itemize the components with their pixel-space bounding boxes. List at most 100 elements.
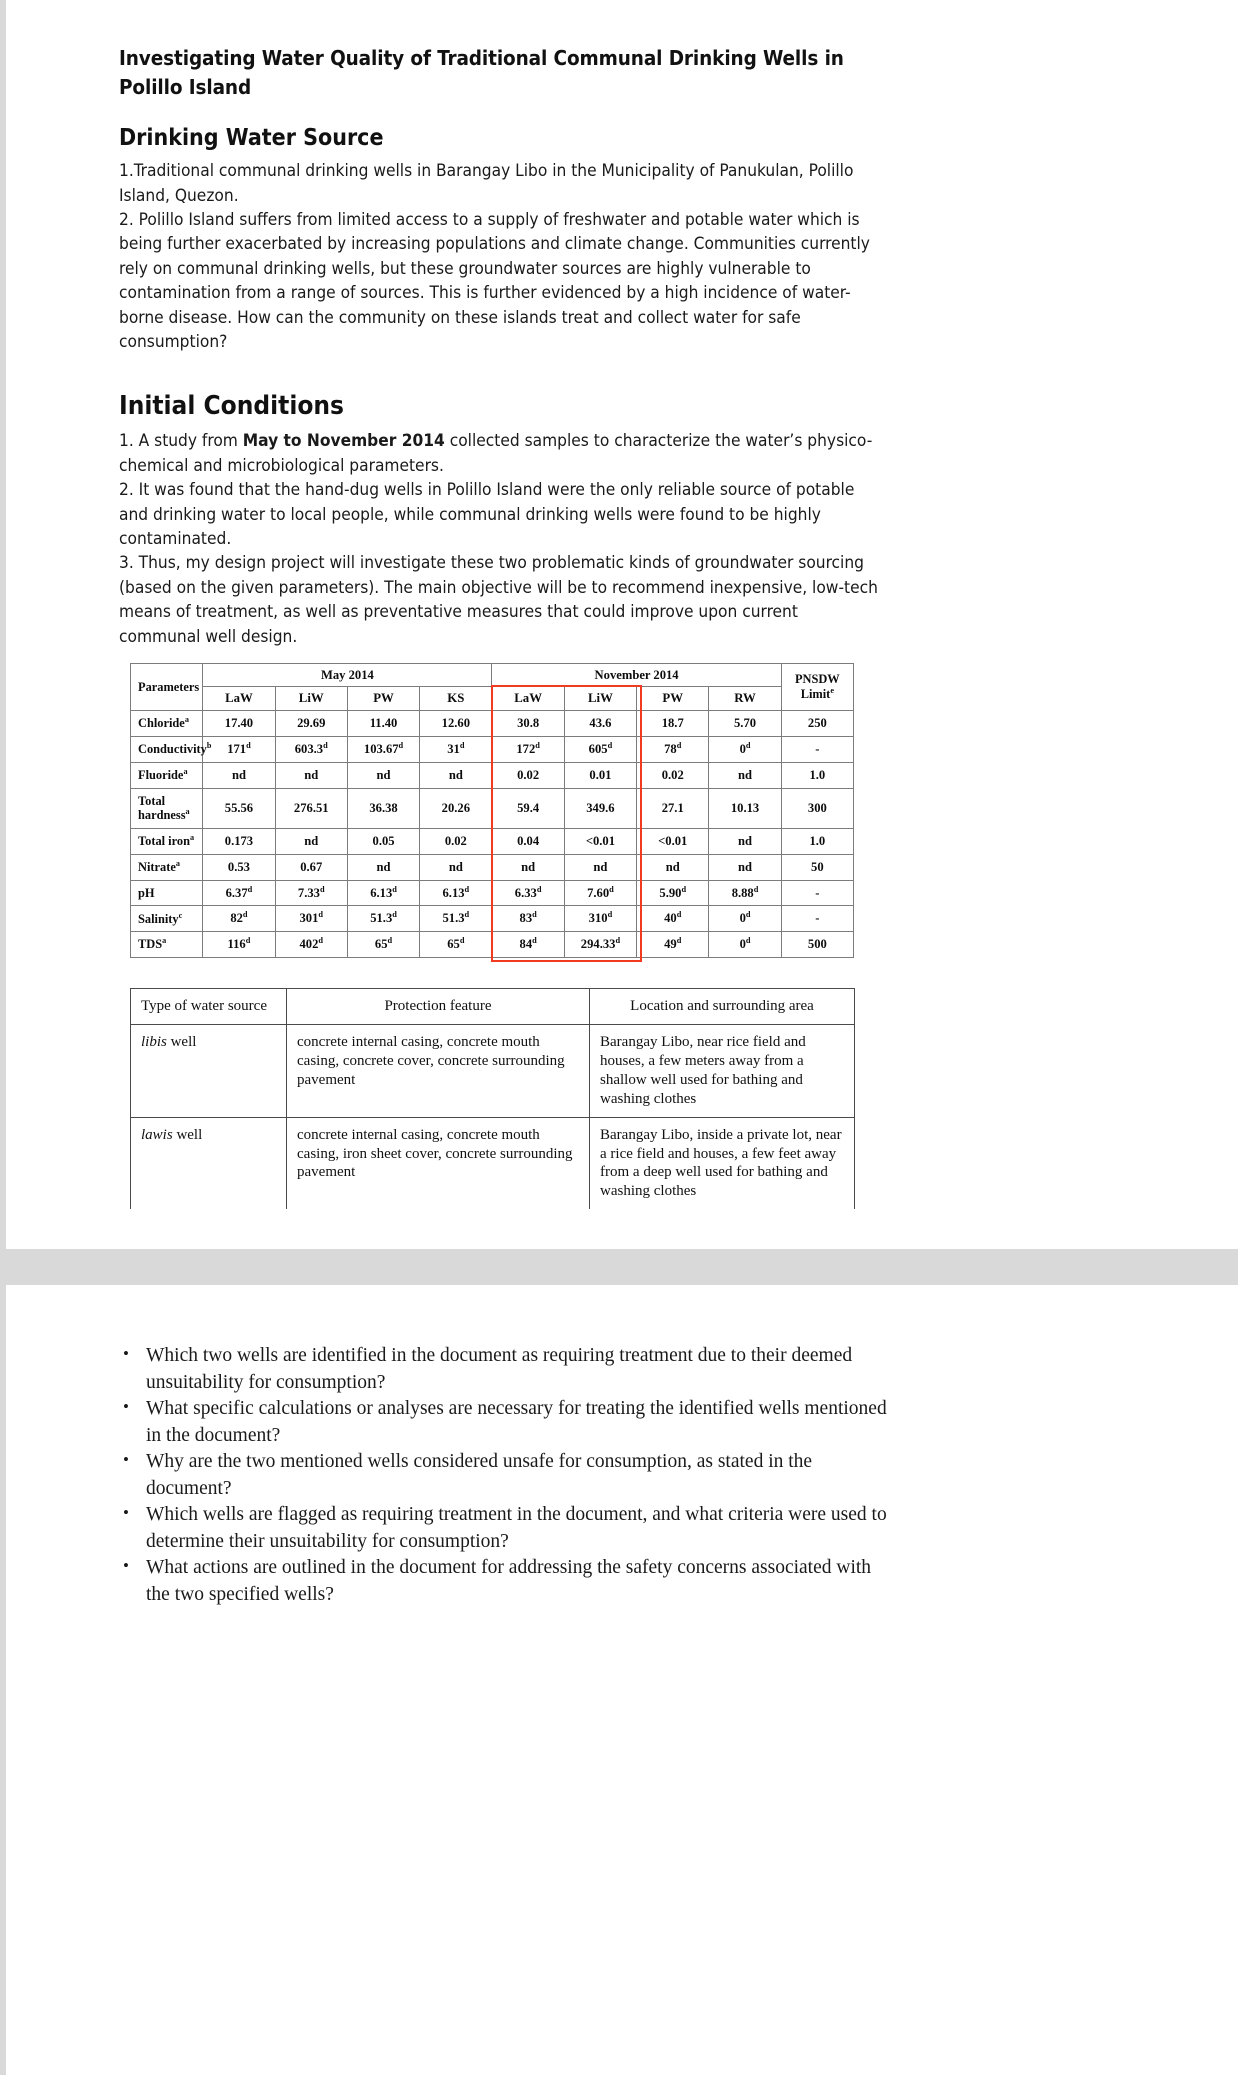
pnsdw-limit-line2: Limit xyxy=(800,687,831,702)
params-sub-header-0: LaW xyxy=(202,685,276,712)
question-text: What specific calculations or analyses a… xyxy=(146,1398,887,1446)
source-type: lawis well xyxy=(130,1116,287,1210)
table-row: Nitratea 0.53 0.67 nd nd nd nd nd nd 50 xyxy=(129,853,855,881)
cell-footnote-mark: d xyxy=(745,910,751,920)
table-row: libis well concrete internal casing, conc… xyxy=(130,1024,855,1118)
bullet-icon: • xyxy=(123,1397,129,1417)
paragraph-initial-1: 1. A study from May to November 2014 col… xyxy=(119,431,873,476)
cell-LaW-0: nd xyxy=(202,761,276,789)
params-table-head: Parameters May 2014 November 2014 PNSDW … xyxy=(129,663,855,712)
bullet-icon: • xyxy=(123,1556,129,1576)
cell-PW-6: 27.1 xyxy=(636,787,710,829)
cell-LiW-5: 349.6 xyxy=(563,787,638,829)
cell-footnote-mark: d xyxy=(676,910,682,920)
cell-pnsdw-limit: 250 xyxy=(780,710,855,737)
cell-LiW-5: 310d xyxy=(563,905,638,933)
cell-LiW-5: nd xyxy=(563,853,638,881)
pnsdw-limit-line1: PNSDW xyxy=(794,672,840,687)
cell-footnote-mark: d xyxy=(676,936,682,946)
cell-PW-2: 65d xyxy=(346,931,421,959)
cell-footnote-mark: d xyxy=(464,884,470,894)
cell-LaW-4: 6.33d xyxy=(491,879,565,907)
cell-pnsdw-limit: - xyxy=(780,879,855,907)
cell-KS-3: 65d xyxy=(419,931,493,959)
source-header-protection: Protection feature xyxy=(286,988,590,1026)
parameter-name: Total hardnessa xyxy=(129,787,204,829)
water-parameters-table: Parameters May 2014 November 2014 PNSDW … xyxy=(129,663,855,959)
cell-RW-7: nd xyxy=(708,827,782,855)
source-location: Barangay Libo, inside a private lot, nea… xyxy=(589,1116,855,1210)
source-type: libis well xyxy=(130,1024,287,1118)
params-sub-header-4: LaW xyxy=(491,685,565,712)
parameter-name: Fluoridea xyxy=(129,761,204,789)
source-protection-feature: concrete internal casing, concrete mouth… xyxy=(286,1116,590,1210)
cell-LiW-5: 605d xyxy=(563,735,638,763)
cell-LaW-0: 82d xyxy=(202,905,276,933)
source-header-location: Location and surrounding area xyxy=(589,988,855,1026)
group-header-november: November 2014 xyxy=(491,663,782,687)
cell-footnote-mark: d xyxy=(607,740,613,750)
section-heading-initial-conditions: Initial Conditions xyxy=(119,391,344,422)
question-item: • What specific calculations or analyses … xyxy=(119,1396,889,1449)
source-table-head: Type of water source Protection feature … xyxy=(130,988,855,1026)
params-sub-header-7: RW xyxy=(708,685,782,712)
cell-footnote-mark: d xyxy=(392,910,397,920)
cell-LiW-5: 294.33d xyxy=(563,931,638,959)
cell-footnote-mark: d xyxy=(398,740,404,750)
cell-PW-2: 36.38 xyxy=(346,787,421,829)
paragraph-initial-3: 3. Thus, my design project will investig… xyxy=(119,553,878,647)
document-page-2: • Which two wells are identified in the d… xyxy=(0,1285,1238,2075)
cell-LaW-4: 59.4 xyxy=(491,787,565,829)
pnsdw-limit-sup: e xyxy=(830,685,834,695)
cell-pnsdw-limit: - xyxy=(780,735,855,763)
cell-footnote-mark: d xyxy=(459,740,465,750)
page-title: Investigating Water Quality of Tradition… xyxy=(119,46,844,100)
cell-footnote-mark: d xyxy=(536,884,542,894)
cell-PW-6: 18.7 xyxy=(636,710,710,737)
table-row: Conductivityb 171d 603.3d 103.67d 31d 172d 605… xyxy=(129,735,855,763)
cell-footnote-mark: d xyxy=(745,740,751,750)
cell-pnsdw-limit: - xyxy=(780,905,855,933)
parameter-footnote-mark: a xyxy=(175,858,180,868)
source-table-body: libis well concrete internal casing, conc… xyxy=(130,1024,855,1210)
cell-PW-6: nd xyxy=(636,853,710,881)
question-text: Why are the two mentioned wells consider… xyxy=(146,1451,813,1499)
cell-pnsdw-limit: 1.0 xyxy=(780,761,855,789)
cell-RW-7: nd xyxy=(708,853,782,881)
group-header-may: May 2014 xyxy=(202,663,493,687)
cell-LiW-1: 29.69 xyxy=(274,710,348,737)
cell-footnote-mark: d xyxy=(242,910,248,920)
cell-LaW-4: 0.04 xyxy=(491,827,565,855)
source-protection-feature: concrete internal casing, concrete mouth… xyxy=(286,1024,590,1118)
question-item: • Why are the two mentioned wells conside… xyxy=(119,1449,889,1502)
parameter-footnote-mark: a xyxy=(162,936,167,946)
cell-LaW-0: 55.56 xyxy=(202,787,276,829)
question-item: • Which wells are flagged as requiring tr… xyxy=(119,1502,889,1555)
cell-PW-2: 103.67d xyxy=(346,735,421,763)
cell-footnote-mark: d xyxy=(246,740,251,750)
page-separator xyxy=(0,1249,1238,1286)
cell-LaW-4: 30.8 xyxy=(491,710,565,737)
cell-footnote-mark: d xyxy=(323,740,328,750)
cell-PW-2: 0.05 xyxy=(346,827,421,855)
params-table-body: Chloridea 17.40 29.69 11.40 12.60 30.8 43.6 18.… xyxy=(129,710,855,959)
cell-footnote-mark: d xyxy=(676,740,682,750)
parameter-name: Chloridea xyxy=(129,710,204,737)
table-row: Chloridea 17.40 29.69 11.40 12.60 30.8 43.6 18.… xyxy=(129,710,855,737)
source-header-type: Type of water source xyxy=(130,988,287,1026)
cell-footnote-mark: d xyxy=(615,936,621,946)
cell-RW-7: 10.13 xyxy=(708,787,782,829)
cell-LiW-5: 7.60d xyxy=(563,879,638,907)
table-row: Salinityc 82d 301d 51.3d 51.3d 83d 310d 40d 0d - xyxy=(129,905,855,933)
cell-LaW-0: 0.173 xyxy=(202,827,276,855)
cell-footnote-mark: d xyxy=(464,910,470,920)
cell-footnote-mark: d xyxy=(319,884,325,894)
cell-RW-7: 0d xyxy=(708,735,782,763)
cell-footnote-mark: d xyxy=(609,884,614,894)
cell-LiW-5: 0.01 xyxy=(563,761,638,789)
cell-PW-2: 11.40 xyxy=(346,710,421,737)
questions-section: • Which two wells are identified in the d… xyxy=(119,1285,1158,1608)
cell-LiW-5: 43.6 xyxy=(563,710,638,737)
paragraph-initial-2: 2. It was found that the hand-dug wells … xyxy=(119,480,855,549)
cell-pnsdw-limit: 1.0 xyxy=(780,827,855,855)
